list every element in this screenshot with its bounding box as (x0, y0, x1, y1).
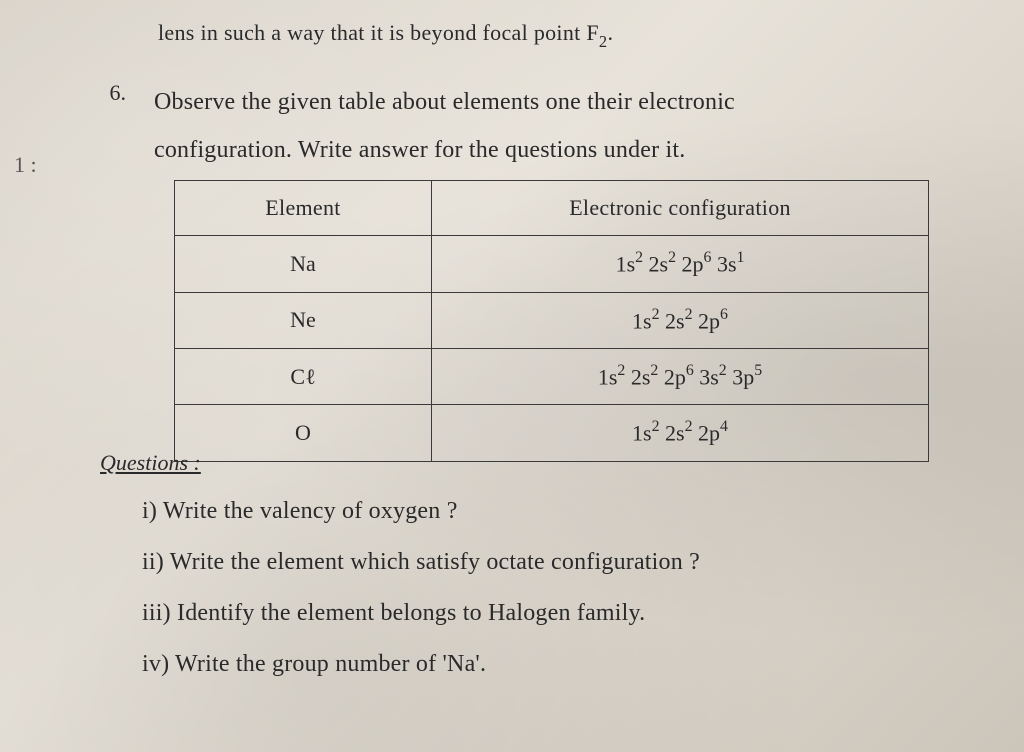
table-row: Na 1s2 2s2 2p6 3s1 (175, 236, 929, 292)
page-root: lens in such a way that it is beyond foc… (0, 0, 1024, 752)
subquestion-ii: ii) Write the element which satisfy octa… (142, 549, 954, 576)
element-cell: Na (175, 236, 432, 292)
table-row: Element Electronic configuration (175, 181, 929, 236)
question-line1: Observe the given table about elements o… (154, 89, 735, 115)
config-cell: 1s2 2s2 2p6 3s2 3p5 (432, 349, 929, 405)
question-number: 6. (100, 78, 126, 106)
question-6-row: 6. Observe the given table about element… (100, 78, 954, 174)
prev-line-text-a: lens in such a way that it is beyond foc… (158, 20, 599, 45)
prev-line-subscript: 2 (599, 32, 608, 51)
table-row: Ne 1s2 2s2 2p6 (175, 292, 929, 348)
margin-mark: 1 : (14, 152, 37, 178)
prev-question-fragment: lens in such a way that it is beyond foc… (158, 20, 954, 50)
config-cell: 1s2 2s2 2p6 3s1 (432, 236, 929, 292)
table-row: Cℓ 1s2 2s2 2p6 3s2 3p5 (175, 349, 929, 405)
element-cell: Cℓ (175, 349, 432, 405)
subquestion-iii: iii) Identify the element belongs to Hal… (142, 600, 954, 627)
elements-table-wrap: Element Electronic configuration Na 1s2 … (174, 180, 954, 461)
element-cell: Ne (175, 292, 432, 348)
config-cell: 1s2 2s2 2p6 (432, 292, 929, 348)
questions-label: Questions : (100, 450, 954, 476)
question-line2: configuration. Write answer for the ques… (154, 137, 685, 163)
elements-table: Element Electronic configuration Na 1s2 … (174, 180, 929, 461)
question-text: Observe the given table about elements o… (154, 78, 735, 174)
subquestion-iv: iv) Write the group number of 'Na'. (142, 651, 954, 678)
subquestion-i: i) Write the valency of oxygen ? (142, 498, 954, 525)
table-header-element: Element (175, 181, 432, 236)
table-header-config: Electronic configuration (432, 181, 929, 236)
prev-line-text-b: . (607, 20, 613, 45)
